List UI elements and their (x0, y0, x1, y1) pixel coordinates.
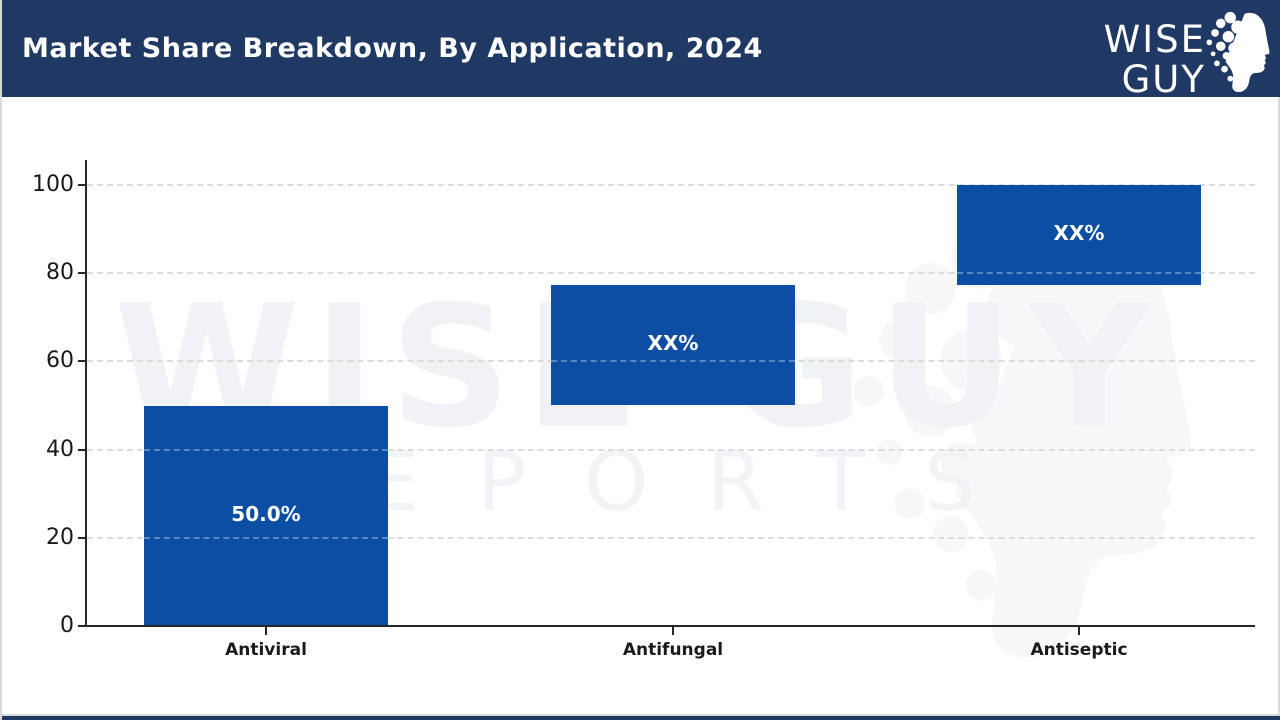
gridline-100 (87, 184, 1255, 186)
brand-head-dots-icon (1206, 11, 1270, 92)
bar-antifungal: XX% (551, 285, 795, 406)
bar-antiviral: 50.0% (144, 405, 388, 626)
bar-value-label: 50.0% (231, 501, 301, 526)
y-tick-mark (78, 184, 86, 186)
x-tick-mark (265, 627, 267, 635)
x-tick-mark (672, 627, 674, 635)
bar-gridline-overlay (551, 360, 795, 363)
gridline-80 (87, 272, 1255, 275)
page-title: Market Share Breakdown, By Application, … (22, 33, 763, 64)
y-tick-label: 100 (32, 172, 74, 197)
y-axis (85, 160, 87, 627)
bar-gridline-overlay (957, 272, 1201, 275)
bar-antiseptic: XX% (957, 185, 1201, 286)
y-tick-label: 60 (46, 348, 74, 374)
header-bar: Market Share Breakdown, By Application, … (2, 0, 1280, 117)
bar-gridline-overlay (144, 536, 388, 539)
gridline-20 (87, 536, 1255, 539)
y-tick-mark (78, 625, 86, 627)
y-tick-mark (78, 360, 86, 363)
y-tick-mark (78, 536, 86, 539)
y-tick-mark (78, 272, 86, 275)
y-tick-mark (78, 448, 86, 451)
brand-logo: WISE GUY REPORTS (1018, 6, 1270, 117)
y-tick-label: 20 (46, 524, 74, 550)
x-axis-label-antiviral: Antiviral (225, 640, 307, 660)
brand-name: WISE GUY (1103, 18, 1206, 101)
bar-value-label: XX% (647, 331, 699, 356)
brand-logo-text: WISE GUY REPORTS (1018, 18, 1206, 118)
x-axis-label-antifungal: Antifungal (622, 640, 724, 660)
gridline-40 (87, 448, 1255, 451)
bar-gridline-overlay (144, 448, 388, 451)
x-axis (85, 625, 1255, 627)
footer-bar (2, 714, 1280, 720)
brand-subname: REPORTS (1074, 102, 1204, 117)
y-tick-label: 0 (60, 613, 74, 638)
bar-value-label: XX% (1053, 221, 1105, 246)
y-tick-label: 80 (46, 260, 74, 286)
x-tick-mark (1078, 627, 1080, 635)
x-axis-label-antiseptic: Antiseptic (1030, 640, 1128, 660)
y-tick-label: 40 (46, 436, 74, 462)
